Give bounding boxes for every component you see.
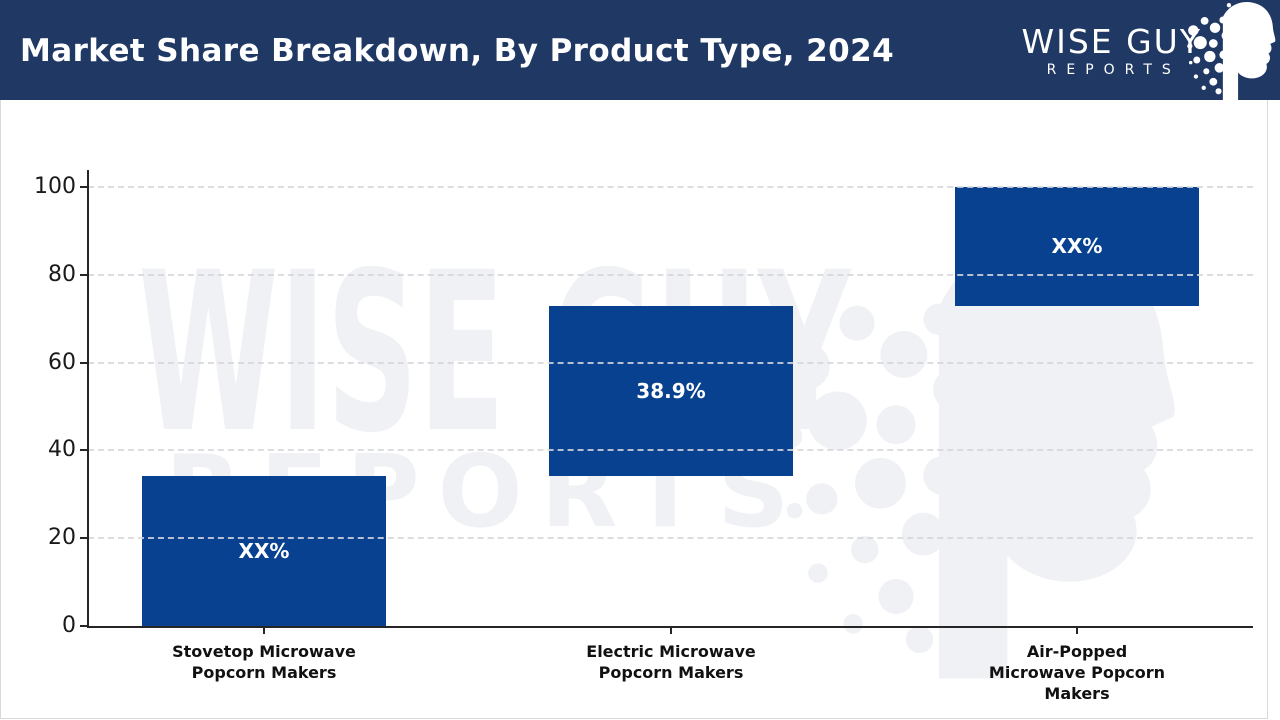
chart-title: Market Share Breakdown, By Product Type,… bbox=[20, 33, 895, 69]
header-bar: Market Share Breakdown, By Product Type,… bbox=[0, 0, 1280, 100]
gridline-80 bbox=[88, 273, 1253, 276]
y-tick-80 bbox=[80, 273, 87, 276]
y-tick-label-0: 0 bbox=[62, 613, 76, 638]
y-tick-40 bbox=[80, 449, 87, 452]
y-tick-label-40: 40 bbox=[48, 437, 76, 463]
bar-segment bbox=[549, 305, 793, 477]
gridline-100 bbox=[88, 186, 1253, 188]
y-tick-label-60: 60 bbox=[48, 349, 76, 375]
gridline-20 bbox=[88, 537, 1253, 540]
x-tick bbox=[263, 627, 265, 634]
y-tick-20 bbox=[80, 537, 87, 540]
y-tick-0 bbox=[80, 625, 87, 627]
y-tick-100 bbox=[80, 186, 87, 188]
y-tick-label-100: 100 bbox=[34, 174, 76, 199]
x-tick bbox=[670, 627, 672, 634]
chart-canvas bbox=[0, 100, 1268, 719]
bar-value-label: 38.9% bbox=[636, 378, 706, 403]
category-label: Stovetop Microwave Popcorn Makers bbox=[172, 642, 356, 682]
bar-value-label: XX% bbox=[238, 539, 290, 564]
bar-value-label: XX% bbox=[1051, 234, 1103, 259]
gridline-40 bbox=[88, 449, 1253, 452]
y-tick-label-80: 80 bbox=[48, 261, 76, 287]
wise-guy-logo: WISE GUY REPORTS bbox=[1021, 0, 1278, 100]
bar-segment bbox=[142, 476, 386, 626]
category-label: Air-Popped Microwave Popcorn Makers bbox=[988, 642, 1166, 703]
logo-wordmark: WISE GUY bbox=[1021, 22, 1202, 61]
y-tick-label-20: 20 bbox=[48, 525, 76, 551]
logo-text: WISE GUY REPORTS bbox=[1021, 22, 1202, 78]
y-axis-line bbox=[87, 170, 89, 628]
bar-segment bbox=[955, 187, 1199, 306]
logo-subtitle: REPORTS bbox=[1046, 62, 1181, 78]
x-tick bbox=[1076, 627, 1078, 634]
y-tick-60 bbox=[80, 361, 87, 364]
category-label: Electric Microwave Popcorn Makers bbox=[586, 642, 756, 682]
gridline-60 bbox=[88, 361, 1253, 364]
